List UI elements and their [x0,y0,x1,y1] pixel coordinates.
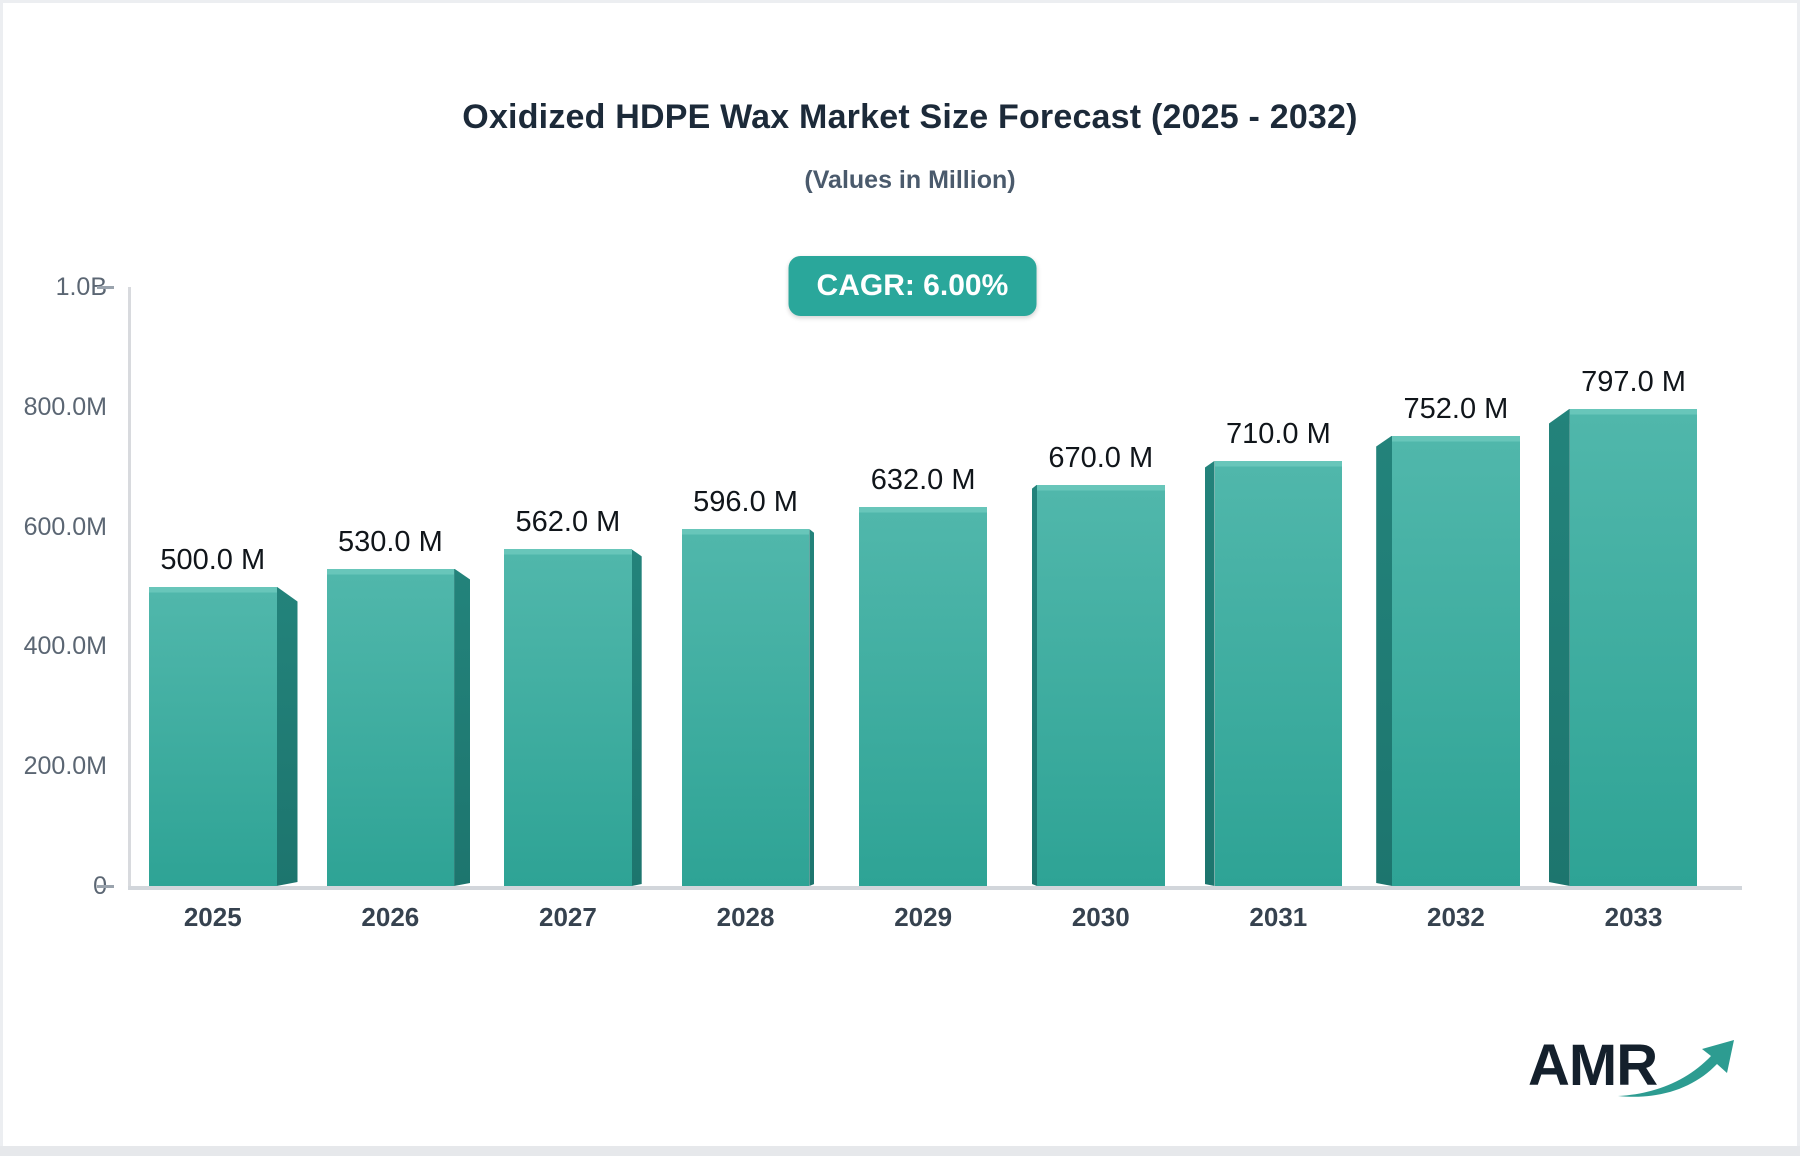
cagr-badge: CAGR: 6.00% [788,256,1037,316]
bar-2030 [1037,484,1165,886]
bar-side-panel [632,549,642,886]
bar-side-panel [809,529,814,886]
bar-2033 [1569,408,1698,886]
bar-2032 [1392,435,1520,886]
bar-value-label: 797.0 M [1581,365,1686,398]
y-tick-label: 400.0M [23,632,107,661]
y-tick-mark [97,885,114,888]
x-axis-label-2029: 2029 [894,902,953,932]
bar-side-panel [1549,409,1570,886]
chart-title: Oxidized HDPE Wax Market Size Forecast (… [462,98,1358,136]
x-axis-label-2031: 2031 [1249,902,1308,932]
amr-logo-text: AMR [1528,1033,1658,1098]
bar-value-label: 500.0 M [160,543,266,576]
bar-value-label: 752.0 M [1403,392,1509,425]
growth-arrow-icon [1616,1038,1736,1107]
bar-value-label: 596.0 M [693,485,798,518]
bar-side-panel [454,569,470,886]
bar-side-panel [1205,461,1215,886]
bar-2028 [681,528,810,886]
x-axis-label-2026: 2026 [361,902,420,932]
bar-side-panel [277,587,298,887]
bar-2025 [149,586,277,886]
bar-2031 [1214,460,1343,886]
bar-side-panel [1032,485,1037,886]
chart-subtitle: (Values in Million) [804,166,1016,194]
x-axis-label-2025: 2025 [183,902,242,932]
bar-value-label: 710.0 M [1225,417,1331,450]
bar-2027 [504,549,632,886]
y-tick-label: 600.0M [23,512,107,541]
bar-value-label: 562.0 M [515,506,621,539]
x-axis-label-2027: 2027 [539,902,597,932]
amr-logo: AMR [1528,1032,1734,1107]
bar-2026 [326,568,455,886]
y-axis-line [128,287,131,890]
y-tick-label: 0 [0,873,107,899]
bar-2029 [859,507,987,886]
x-axis-label-2028: 2028 [716,902,775,932]
bar-value-label: 530.0 M [337,525,443,558]
x-axis-baseline [128,886,1742,890]
bar-value-label: 670.0 M [1048,441,1154,474]
x-axis-label-2030: 2030 [1071,902,1130,932]
y-tick-label: 1.0B [55,273,107,301]
page-bottom-strip [0,1146,1800,1156]
y-tick-label: 800.0M [23,392,107,421]
bar-side-panel [1376,436,1392,886]
x-axis-label-2033: 2033 [1604,902,1663,932]
y-tick-mark [97,286,114,289]
y-tick-label: 200.0M [23,752,107,781]
bar-value-label: 632.0 M [870,464,976,497]
x-axis-label-2032: 2032 [1427,902,1485,932]
